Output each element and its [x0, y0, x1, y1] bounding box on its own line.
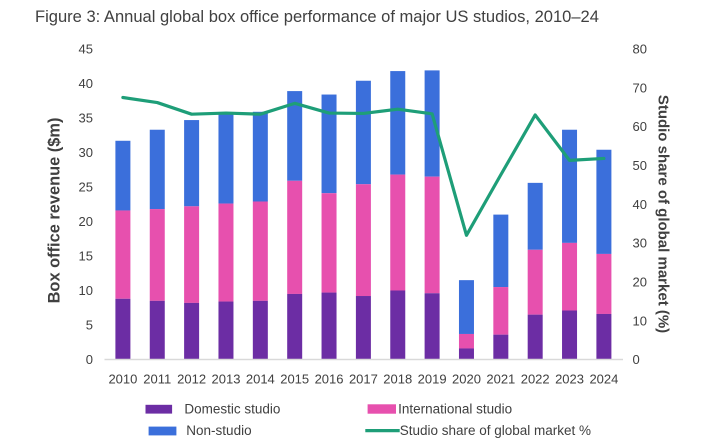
svg-text:30: 30 [79, 145, 93, 160]
svg-text:Box office revenue ($m): Box office revenue ($m) [46, 118, 64, 304]
svg-text:2013: 2013 [212, 371, 241, 386]
svg-text:80: 80 [633, 42, 647, 57]
svg-text:Figure 3: Annual global box of: Figure 3: Annual global box office perfo… [35, 7, 599, 26]
svg-text:Non-studio: Non-studio [186, 423, 251, 438]
svg-text:35: 35 [79, 111, 93, 126]
svg-text:15: 15 [79, 249, 93, 264]
svg-text:2015: 2015 [280, 371, 309, 386]
svg-text:70: 70 [633, 80, 647, 95]
svg-text:10: 10 [633, 313, 647, 328]
svg-text:20: 20 [79, 214, 93, 229]
svg-text:2017: 2017 [349, 371, 378, 386]
svg-text:0: 0 [633, 352, 640, 367]
svg-text:40: 40 [79, 76, 93, 91]
svg-text:2020: 2020 [452, 371, 481, 386]
svg-text:5: 5 [86, 318, 93, 333]
svg-text:2019: 2019 [418, 371, 447, 386]
svg-text:20: 20 [633, 274, 647, 289]
svg-text:2023: 2023 [555, 371, 584, 386]
svg-text:60: 60 [633, 119, 647, 134]
svg-text:30: 30 [633, 236, 647, 251]
svg-text:2010: 2010 [108, 371, 137, 386]
svg-text:25: 25 [79, 180, 93, 195]
svg-text:2012: 2012 [177, 371, 206, 386]
svg-text:10: 10 [79, 283, 93, 298]
svg-text:2018: 2018 [383, 371, 412, 386]
svg-text:50: 50 [633, 158, 647, 173]
svg-text:0: 0 [86, 352, 93, 367]
svg-text:2016: 2016 [315, 371, 344, 386]
svg-text:2021: 2021 [486, 371, 515, 386]
svg-text:40: 40 [633, 197, 647, 212]
svg-text:45: 45 [79, 42, 93, 57]
svg-text:2014: 2014 [246, 371, 275, 386]
svg-text:International studio: International studio [398, 402, 512, 417]
svg-text:Studio share of global market: Studio share of global market (%) [655, 95, 672, 333]
svg-text:Domestic studio: Domestic studio [184, 402, 280, 417]
svg-text:2024: 2024 [589, 371, 618, 386]
svg-text:Studio share of global market: Studio share of global market % [400, 423, 591, 438]
svg-text:2011: 2011 [143, 371, 171, 386]
svg-text:2022: 2022 [521, 371, 550, 386]
